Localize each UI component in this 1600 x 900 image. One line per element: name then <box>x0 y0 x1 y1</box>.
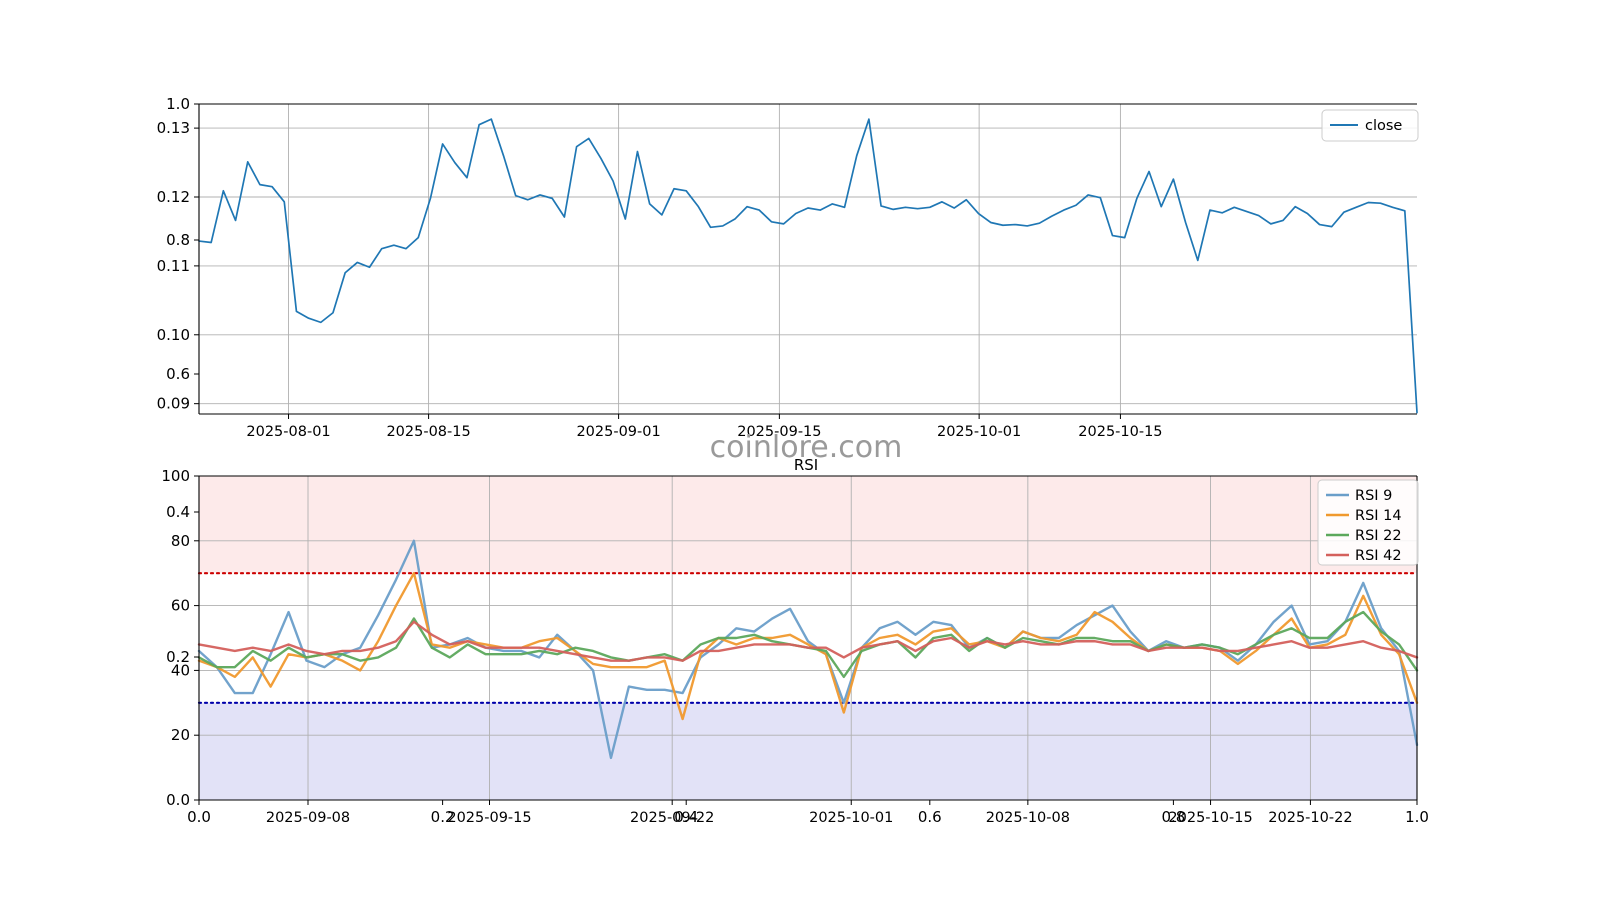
rsi-title: RSI <box>794 456 818 474</box>
rsi-ytick-label: 60 <box>171 597 190 615</box>
rsi-legend-label: RSI 14 <box>1355 508 1402 524</box>
rsi-ytick-label-secondary: 0.0 <box>166 791 190 809</box>
rsi-overbought-band <box>199 476 1417 574</box>
rsi-line-rsi-42 <box>197 620 1419 662</box>
rsi-xtick-label: 2025-09-15 <box>447 810 531 826</box>
rsi-xtick-label: 2025-09-08 <box>266 810 350 826</box>
rsi-xaxis-dates: 2025-09-08 2025-09-15 2025-09-22 2025-10-01… <box>266 800 1353 826</box>
rsi-xtick-label: 2025-10-15 <box>1168 810 1252 826</box>
rsi-ytick-label-secondary: 0.4 <box>166 503 190 521</box>
price-legend-label-close: close <box>1365 118 1402 134</box>
rsi-legend-label: RSI 22 <box>1355 528 1402 544</box>
rsi-xtick-label: 2025-09-22 <box>630 810 714 826</box>
price-legend[interactable]: close <box>1321 109 1419 142</box>
rsi-xtick-label: 2025-10-01 <box>809 810 893 826</box>
rsi-xtick-label-secondary: 0.2 <box>431 808 455 826</box>
rsi-xtick-label-secondary: 1.0 <box>1405 808 1429 826</box>
price-ytick-label: 0.13 <box>157 119 190 137</box>
rsi-legend-box[interactable] <box>1317 479 1419 566</box>
watermark: coinlore.com <box>710 430 903 465</box>
price-yaxis-primary: 0.13 0.12 0.11 0.10 0.09 <box>157 119 199 413</box>
price-xtick-label: 2025-10-01 <box>937 424 1021 440</box>
rsi-ytick-label: 80 <box>171 532 190 550</box>
rsi-gridlines <box>199 475 1417 800</box>
rsi-legend[interactable]: RSI 9 RSI 14 RSI 22 RSI 42 <box>1317 479 1419 566</box>
price-xtick-label: 2025-08-01 <box>246 424 330 440</box>
rsi-ytick-label: 20 <box>171 726 190 744</box>
rsi-legend-label: RSI 42 <box>1355 548 1402 564</box>
price-xtick-label: 2025-08-15 <box>386 424 470 440</box>
close-line <box>198 118 1418 414</box>
price-ytick-label: 0.09 <box>157 395 190 413</box>
rsi-xaxis-secondary: 0.0 0.2 0.4 0.6 0.8 1.0 <box>187 800 1429 826</box>
rsi-xtick-label-secondary: 0.8 <box>1161 808 1185 826</box>
rsi-xtick-label-secondary: 0.0 <box>187 808 211 826</box>
price-xtick-label: 2025-09-01 <box>576 424 660 440</box>
price-xtick-label: 2025-10-15 <box>1078 424 1162 440</box>
price-series-close <box>198 118 1418 414</box>
rsi-ytick-label: 100 <box>161 467 190 485</box>
price-legend-box[interactable] <box>1321 109 1419 142</box>
price-yaxis-secondary: 1.0 0.8 0.6 <box>166 95 199 383</box>
rsi-oversold-band <box>199 702 1417 800</box>
price-ytick-label: 0.11 <box>157 257 190 275</box>
rsi-yaxis-primary: 100 80 60 40 20 <box>161 467 199 744</box>
rsi-series <box>197 539 1419 760</box>
price-ytick-label-secondary: 0.6 <box>166 365 190 383</box>
rsi-legend-label: RSI 9 <box>1355 488 1392 504</box>
price-ytick-label-secondary: 0.8 <box>166 231 190 249</box>
price-gridlines <box>199 104 1417 414</box>
price-ytick-label: 0.12 <box>157 188 190 206</box>
rsi-xtick-label-secondary: 0.6 <box>918 808 942 826</box>
rsi-ytick-label: 40 <box>171 661 190 679</box>
price-plot-background <box>199 104 1417 414</box>
rsi-panel: 100 80 60 40 20 0.4 0.2 0.0 2025-09-08 2025-09-15… <box>161 467 1429 826</box>
rsi-yaxis-secondary: 0.4 0.2 0.0 <box>166 503 199 809</box>
price-ytick-label: 0.10 <box>157 326 190 344</box>
rsi-ytick-label-secondary: 0.2 <box>166 648 190 666</box>
price-ytick-label-secondary: 1.0 <box>166 95 190 113</box>
rsi-xtick-label: 2025-10-22 <box>1268 810 1352 826</box>
rsi-xtick-label: 2025-10-08 <box>986 810 1070 826</box>
rsi-xtick-label-secondary: 0.4 <box>674 808 698 826</box>
price-xtick-label: 2025-09-15 <box>737 424 821 440</box>
price-xaxis: 2025-08-01 2025-08-15 2025-09-01 2025-09-15… <box>246 414 1163 440</box>
